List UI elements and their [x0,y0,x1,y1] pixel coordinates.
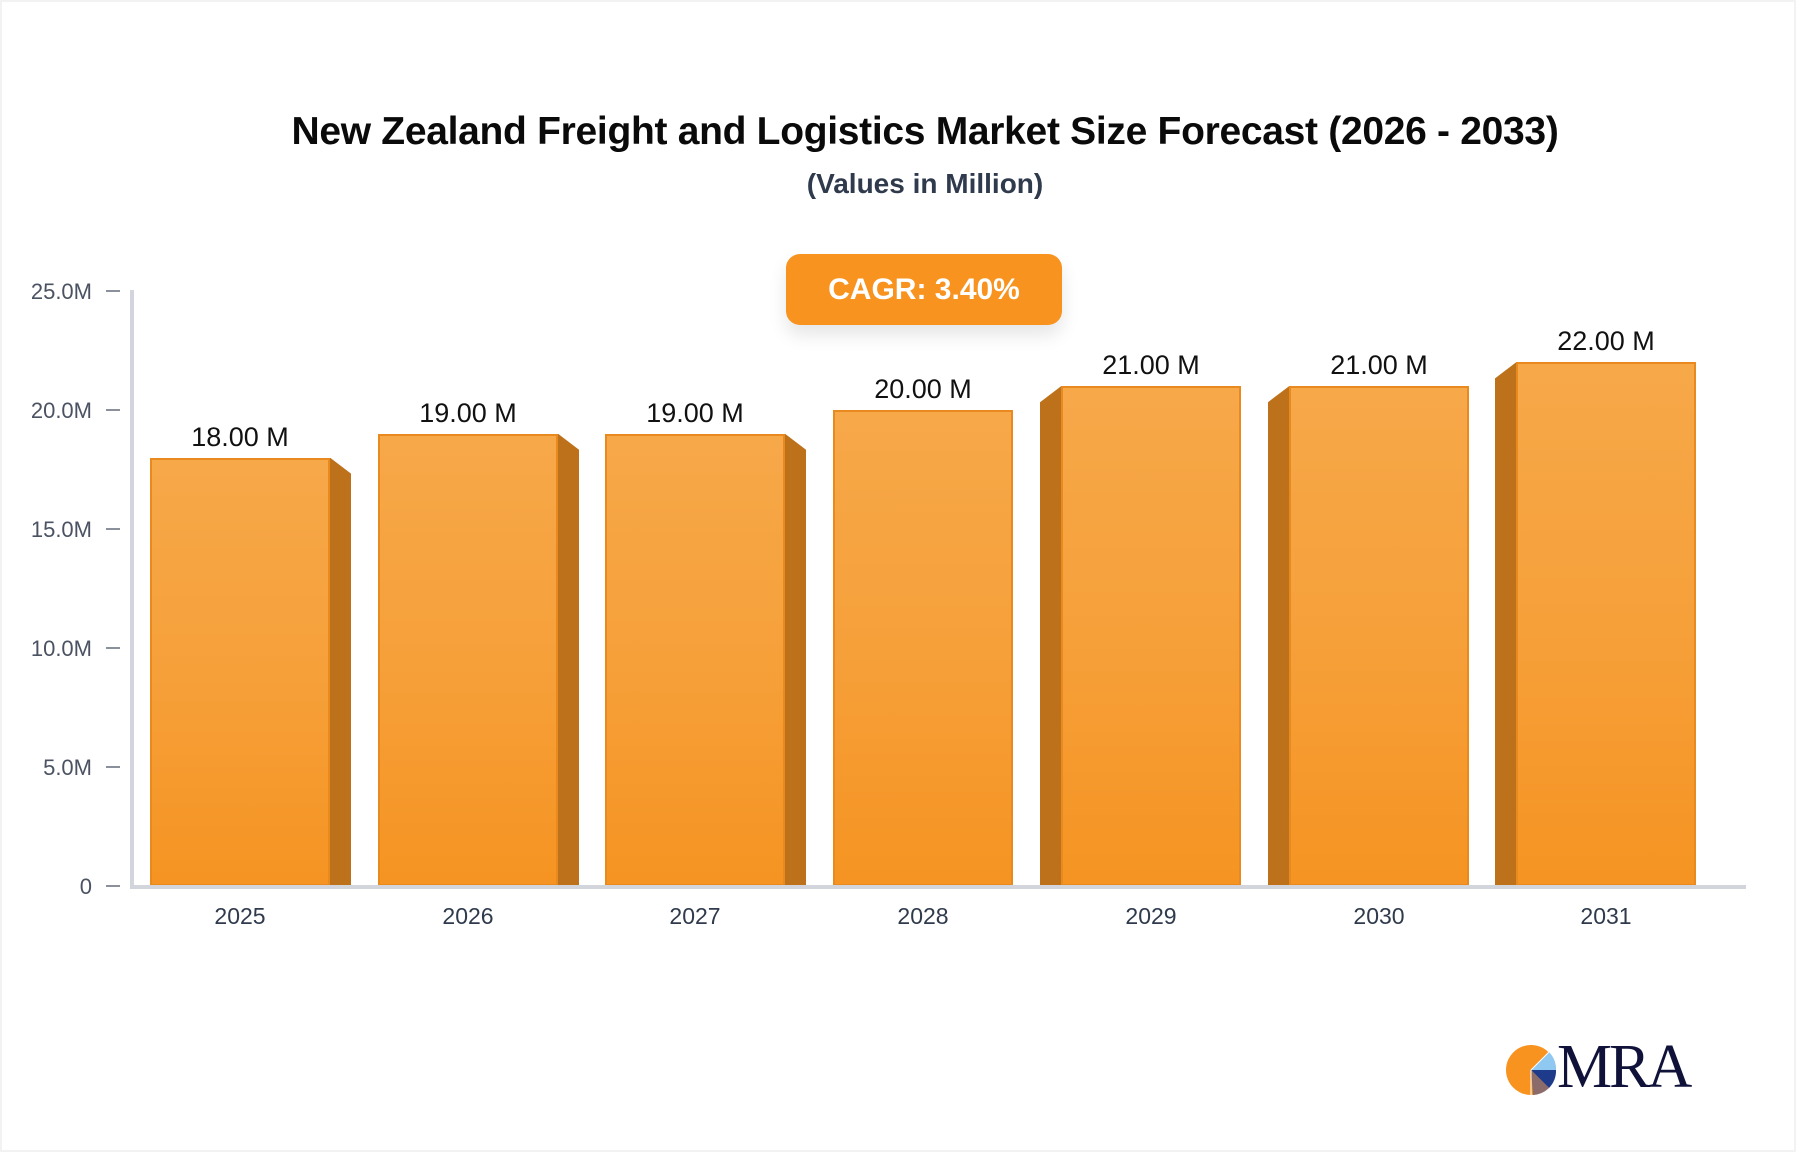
bar-side-face [785,433,806,886]
bar-value-label: 20.00 M [874,374,972,404]
y-tick-mark [106,766,120,768]
y-tick-label: 15.0M [30,517,92,542]
bar-front-face [150,457,330,886]
bar-side-face [330,457,351,886]
bar-front-face [378,433,558,886]
y-tick-mark [106,528,120,530]
bar-side-face [1040,386,1061,886]
y-tick: 10.0M [0,636,120,661]
bar-value-label: 19.00 M [646,397,744,428]
bar-front-face [605,433,785,886]
bar-side-face [1268,386,1289,886]
y-axis-line [130,290,134,888]
bar-value-label: 19.00 M [419,397,517,428]
bar-front-face [1289,386,1469,886]
y-tick: 25.0M [0,279,120,304]
y-tick: 20.0M [0,398,120,423]
x-tick-label: 2028 [897,903,949,929]
y-tick-label: 0 [79,874,92,899]
bar-front-face [833,410,1013,886]
x-tick-label: 2030 [1353,903,1405,929]
mra-logo: MRA [1505,1036,1705,1100]
y-tick: 15.0M [0,517,120,542]
cagr-badge: CAGR: 3.40% [786,254,1062,325]
x-tick-label: 2031 [1580,903,1632,929]
bar-side-face [558,433,579,886]
x-tick-label: 2026 [442,903,494,929]
y-tick-label: 20.0M [30,398,92,423]
y-tick: 5.0M [0,755,120,780]
y-tick-mark [106,885,120,887]
x-axis-line [130,885,1746,889]
bar-side-face [1495,362,1516,886]
y-tick: 0 [0,874,120,899]
bar-value-label: 21.00 M [1102,350,1200,381]
y-tick-label: 10.0M [30,636,92,661]
bar-front-face [1516,362,1696,886]
bar-front-face [1061,386,1241,886]
y-tick-mark [106,647,120,649]
x-tick-label: 2025 [214,903,266,929]
logo-text: MRA [1557,1033,1692,1101]
x-tick-label: 2027 [669,903,721,929]
y-tick-label: 5.0M [43,755,92,780]
pie-logo-icon [1506,1045,1557,1095]
chart-title: New Zealand Freight and Logistics Market… [291,110,1559,153]
y-tick-mark [106,409,120,411]
x-tick-label: 2029 [1125,903,1177,929]
bar-value-label: 18.00 M [191,421,289,452]
bar-value-label: 21.00 M [1330,350,1428,381]
y-tick-label: 25.0M [30,279,92,304]
cagr-label: CAGR: 3.40% [828,272,1020,306]
y-tick-mark [106,290,120,292]
bar-value-label: 22.00 M [1557,326,1655,357]
chart-subtitle: (Values in Million) [806,168,1044,199]
